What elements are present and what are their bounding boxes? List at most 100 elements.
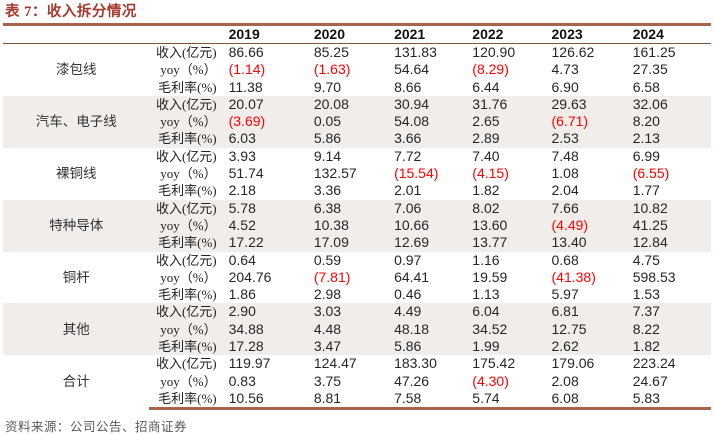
value-cell: 8.81 [311, 389, 393, 411]
value-cell: 1.99 [470, 338, 550, 356]
value-cell: 1.86 [228, 286, 256, 303]
value-cell: 2.01 [394, 182, 422, 199]
value-cell: 8.02 [470, 199, 550, 217]
table-header: 2019 2020 2021 2022 2023 2024 [3, 23, 711, 44]
value-cell: 51.74 [228, 165, 264, 182]
value-cell: 4.48 [311, 320, 393, 339]
value-cell: 6.99 [632, 147, 660, 164]
value-cell: (1.14) [228, 61, 266, 78]
value-cell: 54.08 [392, 113, 471, 131]
metric-cell: 毛利率(%) [149, 389, 227, 411]
value-cell: 24.67 [632, 372, 668, 389]
metric-cell: 毛利率(%) [149, 130, 227, 148]
value-cell: 11.38 [228, 78, 263, 95]
value-cell: 0.83 [228, 372, 256, 389]
value-cell: (4.30) [472, 372, 509, 389]
value-cell: 1.08 [551, 165, 579, 182]
table-row: 毛利率(%) 17.22 17.09 12.69 13.77 13.40 12.84 [3, 234, 711, 252]
value-cell: 12.84 [630, 234, 711, 252]
value-cell: 179.06 [551, 355, 595, 372]
table-row: 毛利率(%) 17.28 3.47 5.86 1.99 2.62 1.82 [3, 338, 711, 356]
table-title: 表 7：收入拆分情况 [5, 4, 137, 20]
value-cell: 183.30 [394, 355, 437, 372]
metric-cell: 收入(亿元) [149, 199, 227, 217]
value-cell: 204.76 [228, 268, 272, 285]
value-cell: 17.28 [226, 338, 312, 356]
metric-cell: 收入(亿元) [155, 45, 217, 60]
table-row: 合计 收入(亿元) 119.97 124.47 183.30 175.42 179.06 22… [3, 355, 711, 389]
value-cell: 6.03 [226, 130, 312, 148]
value-cell: 7.58 [392, 389, 471, 411]
value-cell: 7.48 [551, 147, 579, 164]
value-cell: 20.07 [226, 95, 312, 114]
value-cell: 12.75 [549, 320, 631, 339]
metric-cell: yoy（%） [149, 216, 227, 235]
table-row: 毛利率(%) 6.03 5.86 3.66 2.89 2.53 2.13 [3, 130, 711, 148]
value-cell: 7.72 [394, 147, 422, 164]
table-row: 铜杆 收入(亿元) 0.64 0.59 0.97 1.16 0.68 4.75 [3, 251, 711, 285]
table-row: 毛利率(%) 11.38 9.70 8.66 6.44 6.90 6.58 [3, 79, 711, 96]
value-cell: 1.16 [472, 251, 500, 268]
category-cell: 漆包线 [55, 62, 97, 78]
category-cell: 铜杆 [62, 269, 90, 285]
value-cell: 2.62 [549, 338, 631, 356]
value-cell: 2.65 [470, 113, 550, 131]
value-cell: 6.58 [632, 78, 660, 95]
category-cell: 特种导体 [3, 199, 150, 252]
value-cell: 9.14 [313, 147, 342, 164]
value-cell: 31.76 [470, 95, 550, 114]
value-cell: 47.26 [394, 372, 430, 389]
source-note: 资料来源：公司公告、招商证券 [5, 420, 188, 435]
value-cell: 5.86 [392, 338, 471, 356]
value-cell: 10.38 [311, 216, 393, 235]
value-cell: 6.38 [311, 199, 393, 217]
value-cell: 1.13 [472, 286, 500, 303]
value-cell: 30.94 [392, 95, 471, 114]
header-year-2019: 2019 [226, 23, 312, 44]
value-cell: 3.03 [311, 303, 393, 321]
value-cell: 20.08 [311, 95, 393, 114]
table-row: yoy（%） 204.76 (7.81) 64.41 19.59 (41.38) 598.5… [3, 269, 711, 286]
header-year-2023: 2023 [549, 23, 631, 44]
value-cell: 2.08 [551, 372, 579, 389]
value-cell: (1.63) [313, 61, 351, 78]
header-category-spacer [3, 23, 150, 44]
value-cell: 13.77 [470, 234, 550, 252]
value-cell: 5.78 [226, 199, 312, 217]
table-row: yoy（%） 34.88 4.48 48.18 34.52 12.75 8.22 [3, 320, 711, 339]
value-cell: 6.08 [549, 389, 631, 411]
value-cell: 2.89 [470, 130, 550, 148]
value-cell: 8.66 [394, 78, 422, 95]
value-cell: 54.64 [394, 61, 430, 78]
metric-cell: 毛利率(%) [158, 183, 217, 199]
value-cell: 5.83 [630, 389, 711, 411]
value-cell: 126.62 [551, 44, 595, 60]
value-cell: 6.90 [551, 78, 579, 95]
value-cell: 4.75 [632, 251, 660, 268]
value-cell: 2.18 [228, 182, 256, 199]
value-cell: (41.38) [551, 268, 596, 285]
value-cell: 2.53 [549, 130, 631, 148]
value-cell: 0.68 [551, 251, 579, 268]
value-cell: 34.52 [470, 320, 550, 339]
category-cell: 汽车、电子线 [3, 95, 150, 148]
value-cell: (4.49) [549, 216, 631, 235]
value-cell: 1.53 [632, 286, 660, 303]
value-cell: 120.90 [472, 44, 516, 60]
value-cell: 86.66 [228, 44, 264, 60]
metric-cell: 收入(亿元) [155, 356, 217, 372]
table-row: yoy（%） (1.14) (1.63) 54.64 (8.29) 4.73 27.35 [3, 61, 711, 78]
value-cell: 4.52 [226, 216, 312, 235]
value-cell: 13.40 [549, 234, 631, 252]
value-cell: (7.81) [313, 268, 351, 285]
table-row: 裸铜线 收入(亿元) 3.93 9.14 7.72 7.40 7.48 6.99 [3, 147, 711, 181]
value-cell: 10.66 [392, 216, 471, 235]
value-cell: (15.54) [394, 165, 439, 182]
value-cell: 161.25 [632, 44, 676, 60]
category-cell: 其他 [3, 303, 150, 356]
table-row: 特种导体 收入(亿元) 5.78 6.38 7.06 8.02 7.66 10.82 [3, 199, 711, 252]
value-cell: 6.44 [472, 78, 500, 95]
value-cell: 2.04 [551, 182, 579, 199]
header-year-2020: 2020 [311, 23, 393, 44]
metric-cell: yoy（%） [160, 62, 217, 78]
